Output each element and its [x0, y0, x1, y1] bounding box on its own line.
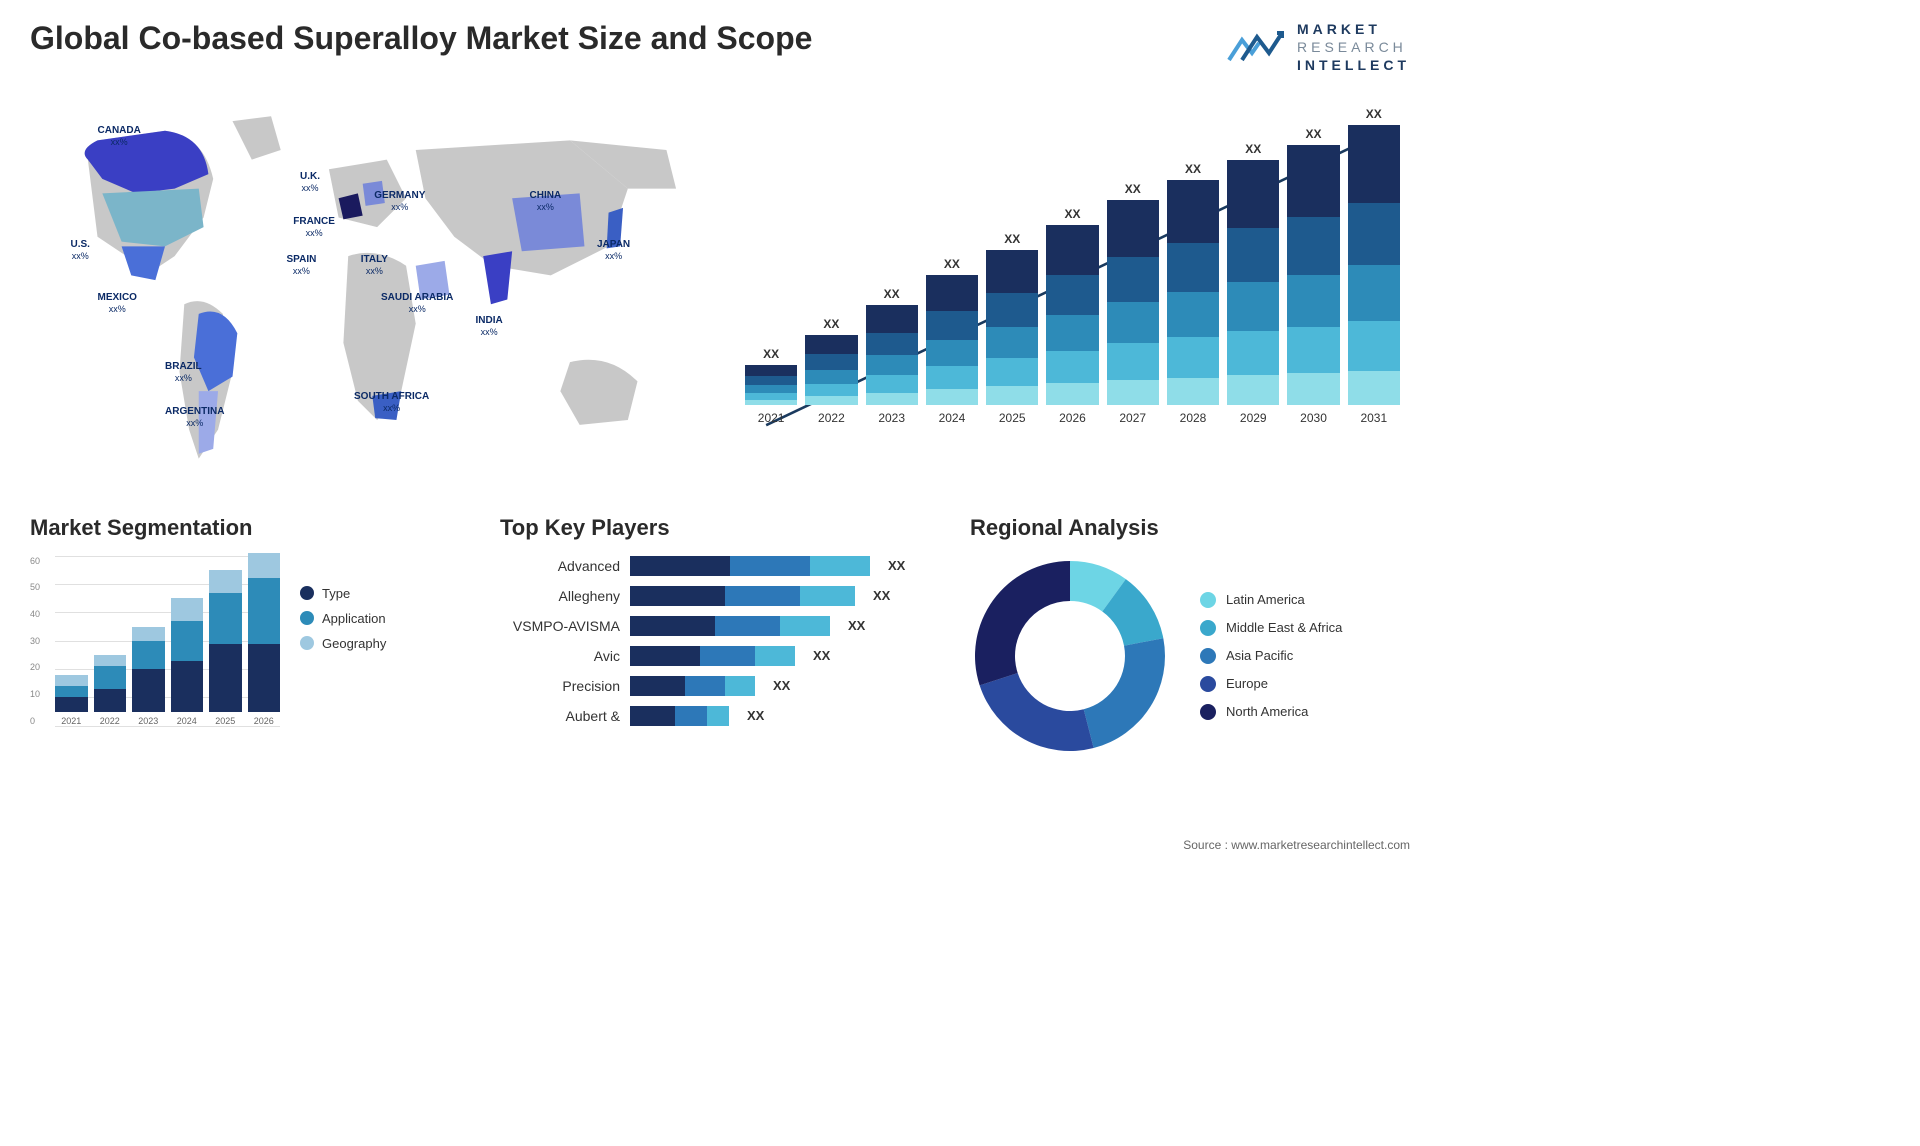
map-label-brazil: BRAZILxx% — [165, 361, 202, 385]
regional-title: Regional Analysis — [970, 515, 1410, 541]
map-label-canada: CANADAxx% — [98, 125, 141, 149]
regional-panel: Regional Analysis Latin America Middle Ea… — [970, 515, 1410, 756]
segmentation-panel: Market Segmentation 6050403020100 202120… — [30, 515, 470, 756]
seg-bar-2026: 2026 — [248, 553, 281, 726]
map-label-italy: ITALYxx% — [361, 254, 388, 278]
logo-text: MARKET RESEARCH INTELLECT — [1297, 20, 1410, 75]
regional-legend-europe: Europe — [1200, 676, 1342, 692]
growth-bar-2028: XX2028 — [1167, 162, 1219, 425]
growth-bar-2023: XX2023 — [866, 287, 918, 425]
donut-slice-asiapacific — [1084, 638, 1165, 748]
map-label-japan: JAPANxx% — [597, 239, 630, 263]
player-row-avic: AvicXX — [500, 646, 940, 666]
regional-legend: Latin America Middle East & Africa Asia Pa… — [1200, 592, 1342, 720]
map-country-india — [483, 251, 512, 304]
map-label-us: U.S.xx% — [71, 239, 90, 263]
regional-legend-northamerica: North America — [1200, 704, 1342, 720]
growth-bar-2021: XX2021 — [745, 347, 797, 425]
world-map: CANADAxx% U.S.xx% MEXICOxx% BRAZILxx% ARGENT… — [30, 95, 705, 475]
growth-bar-2029: XX2029 — [1227, 142, 1279, 425]
growth-bar-2027: XX2027 — [1107, 182, 1159, 425]
regional-legend-latinamerica: Latin America — [1200, 592, 1342, 608]
growth-bar-2025: XX2025 — [986, 232, 1038, 425]
players-panel: Top Key Players AdvancedXX AlleghenyXX VSM… — [500, 515, 940, 756]
growth-bar-2022: XX2022 — [805, 317, 857, 425]
player-row-vsmpoavisma: VSMPO-AVISMAXX — [500, 616, 940, 636]
seg-bar-2022: 2022 — [94, 655, 127, 726]
seg-legend-type: Type — [300, 586, 386, 601]
players-title: Top Key Players — [500, 515, 940, 541]
players-chart: AdvancedXX AlleghenyXX VSMPO-AVISMAXX AvicX… — [500, 556, 940, 726]
player-row-advanced: AdvancedXX — [500, 556, 940, 576]
donut-slice-northamerica — [975, 561, 1070, 685]
seg-bar-2024: 2024 — [171, 598, 204, 725]
logo: MARKET RESEARCH INTELLECT — [1227, 20, 1410, 75]
map-label-argentina: ARGENTINAxx% — [165, 406, 224, 430]
map-label-china: CHINAxx% — [530, 190, 562, 214]
growth-bar-2026: XX2026 — [1046, 207, 1098, 425]
seg-bar-2025: 2025 — [209, 570, 242, 726]
map-label-germany: GERMANYxx% — [374, 190, 425, 214]
growth-bar-chart: XX2021XX2022XX2023XX2024XX2025XX2026XX20… — [735, 95, 1410, 475]
growth-bar-2024: XX2024 — [926, 257, 978, 425]
seg-legend-application: Application — [300, 611, 386, 626]
player-row-aubert: Aubert &XX — [500, 706, 940, 726]
seg-bar-2021: 2021 — [55, 675, 88, 726]
segmentation-chart: 6050403020100 202120222023202420252026 — [30, 556, 280, 756]
segmentation-legend: Type Application Geography — [300, 556, 386, 756]
map-svg — [30, 95, 705, 475]
seg-legend-geography: Geography — [300, 636, 386, 651]
map-label-saudiarabia: SAUDI ARABIAxx% — [381, 292, 453, 316]
map-label-india: INDIAxx% — [476, 315, 503, 339]
map-label-southafrica: SOUTH AFRICAxx% — [354, 391, 429, 415]
player-row-allegheny: AlleghenyXX — [500, 586, 940, 606]
regional-legend-asiapacific: Asia Pacific — [1200, 648, 1342, 664]
map-label-spain: SPAINxx% — [287, 254, 317, 278]
map-label-france: FRANCExx% — [293, 216, 335, 240]
seg-bar-2023: 2023 — [132, 627, 165, 726]
donut-slice-europe — [980, 673, 1094, 751]
logo-icon — [1227, 25, 1287, 70]
player-row-precision: PrecisionXX — [500, 676, 940, 696]
regional-donut — [970, 556, 1170, 756]
map-country-mexico — [122, 246, 165, 280]
growth-bar-2031: XX2031 — [1348, 107, 1400, 425]
page-title: Global Co-based Superalloy Market Size a… — [30, 20, 812, 57]
regional-legend-middleeastafrica: Middle East & Africa — [1200, 620, 1342, 636]
source-text: Source : www.marketresearchintellect.com — [1183, 838, 1410, 852]
growth-bar-2030: XX2030 — [1287, 127, 1339, 425]
map-label-uk: U.K.xx% — [300, 171, 320, 195]
map-label-mexico: MEXICOxx% — [98, 292, 137, 316]
segmentation-title: Market Segmentation — [30, 515, 470, 541]
